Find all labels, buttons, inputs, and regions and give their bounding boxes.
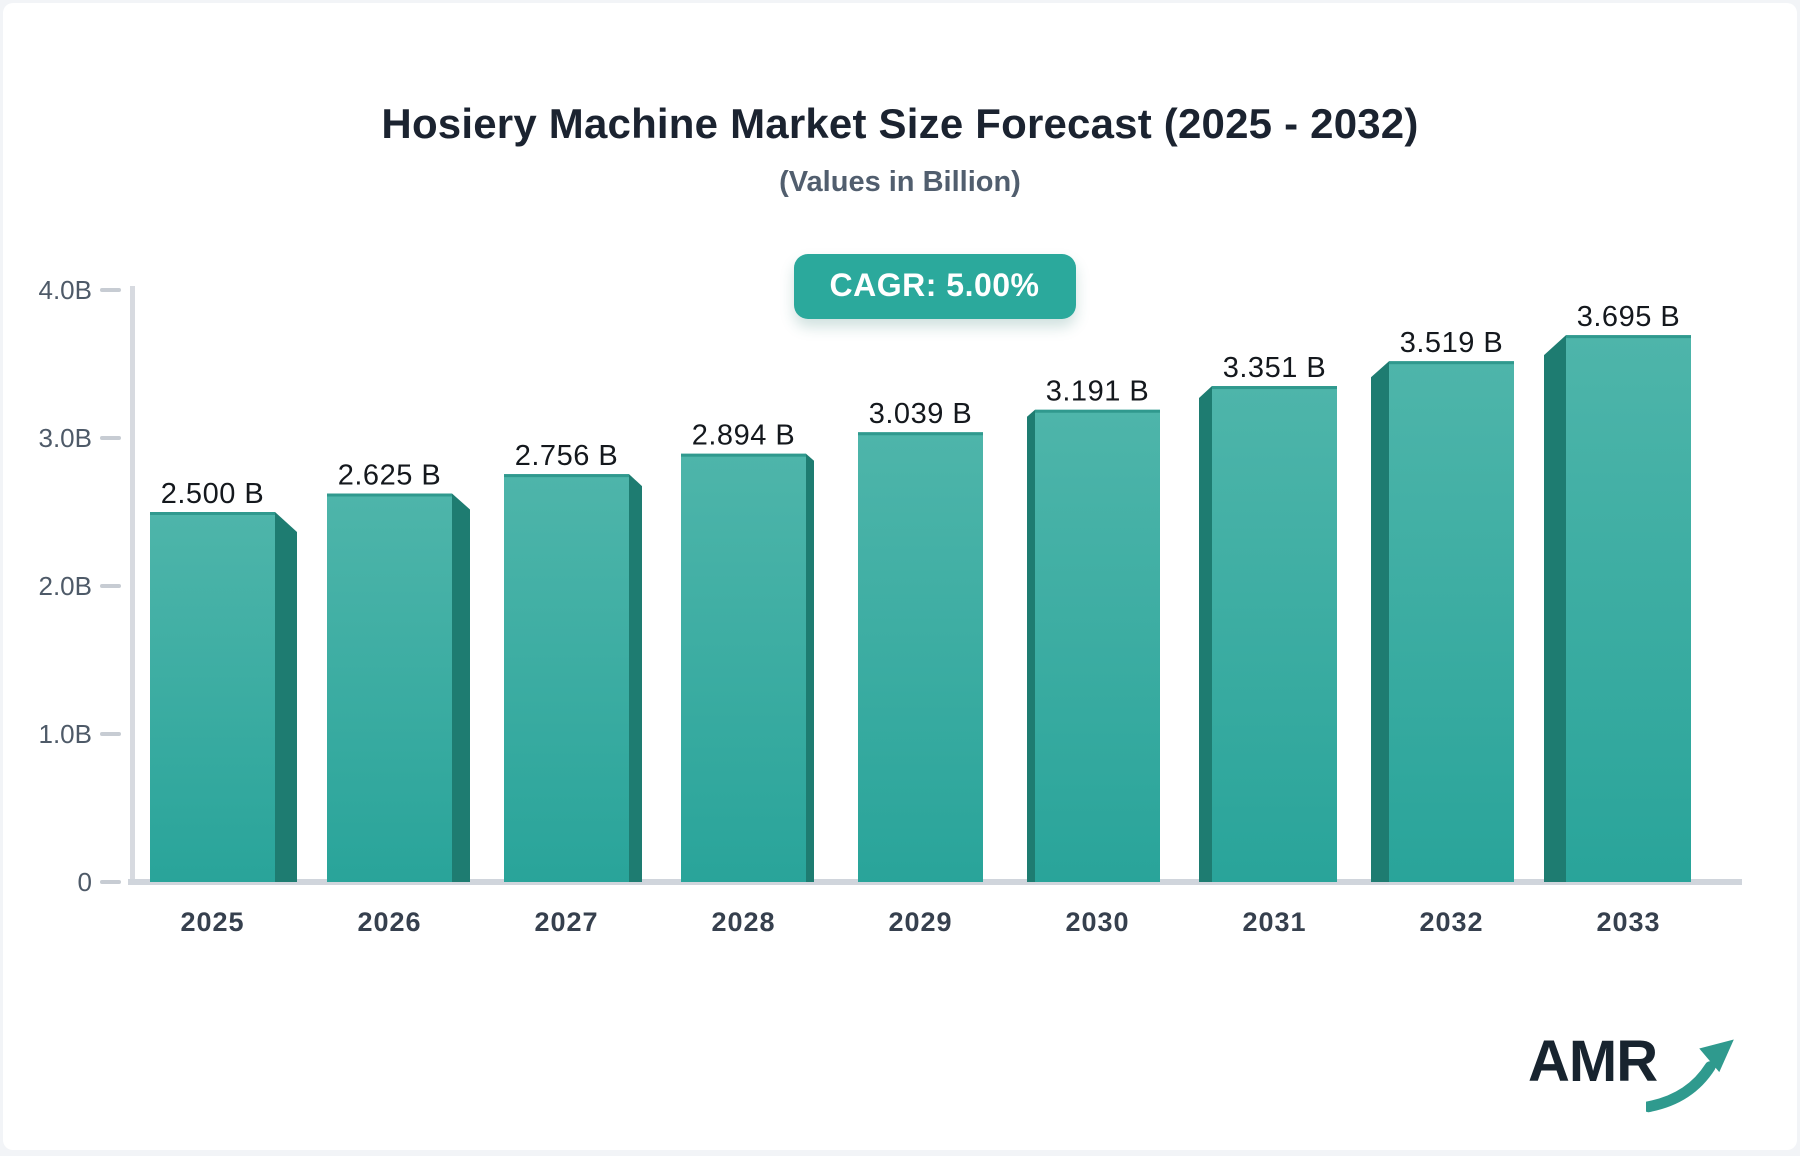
bar-top-edge-2031	[1212, 386, 1337, 390]
x-category-label-2025: 2025	[180, 907, 244, 937]
trend-up-arrow-icon	[1646, 1039, 1734, 1113]
amr-logo-text: AMR	[1528, 1029, 1658, 1094]
bar-value-label-2026: 2.625 B	[338, 460, 441, 492]
bar-value-label-2030: 3.191 B	[1046, 376, 1149, 408]
bar-value-label-2027: 2.756 B	[515, 440, 618, 472]
arrow-tail	[1646, 1061, 1716, 1113]
arrow-head	[1699, 1039, 1734, 1073]
y-tick-mark	[100, 288, 121, 292]
bar-value-label-2025: 2.500 B	[161, 478, 264, 510]
chart-subtitle: (Values in Billion)	[779, 166, 1021, 198]
cagr-badge: CAGR: 5.00%	[793, 254, 1076, 319]
bar-value-label-2029: 3.039 B	[869, 398, 972, 430]
x-category-label-2029: 2029	[888, 907, 952, 937]
bar-value-label-2032: 3.519 B	[1400, 327, 1503, 359]
bar-2033	[1566, 335, 1691, 882]
bar-top-edge-2025	[150, 512, 275, 515]
bar-side-2032	[1371, 361, 1389, 882]
x-category-label-2033: 2033	[1596, 907, 1660, 937]
bar-2026	[327, 493, 452, 882]
bar-top-edge-2032	[1389, 361, 1514, 365]
amr-logo: AMR	[1528, 1028, 1748, 1118]
bar-side-2031	[1199, 386, 1212, 882]
y-tick-label: 1.0B	[39, 719, 93, 749]
bar-top-edge-2027	[504, 474, 629, 478]
y-tick-label: 4.0B	[39, 275, 93, 305]
chart-title: Hosiery Machine Market Size Forecast (20…	[381, 100, 1419, 147]
bar-value-label-2033: 3.695 B	[1577, 301, 1680, 333]
bar-top-edge-2033	[1566, 335, 1691, 339]
x-category-label-2026: 2026	[357, 907, 421, 937]
bar-top-edge-2030	[1035, 409, 1160, 413]
bar-side-2027	[629, 474, 642, 882]
x-category-label-2031: 2031	[1242, 907, 1306, 937]
y-tick-mark	[100, 732, 121, 736]
bar-side-2033	[1544, 335, 1566, 882]
bar-2030	[1035, 409, 1160, 882]
bar-side-2026	[452, 493, 470, 882]
bar-2025	[150, 512, 275, 882]
y-tick-label: 2.0B	[39, 571, 93, 601]
bar-top-edge-2028	[681, 453, 806, 457]
bar-2028	[681, 453, 806, 882]
y-tick-label: 3.0B	[39, 423, 93, 453]
x-category-label-2032: 2032	[1419, 907, 1483, 937]
x-category-label-2027: 2027	[534, 907, 598, 937]
bar-side-2028	[806, 453, 814, 882]
bar-side-2025	[275, 512, 297, 882]
x-category-label-2030: 2030	[1065, 907, 1129, 937]
y-tick-mark	[100, 880, 121, 884]
y-tick-label: 0	[78, 867, 92, 897]
bar-2027	[504, 474, 629, 882]
y-tick-mark	[100, 436, 121, 440]
bar-2031	[1212, 386, 1337, 882]
y-axis-line	[130, 286, 135, 882]
bar-top-edge-2029	[858, 432, 983, 436]
bar-side-2030	[1027, 409, 1035, 882]
x-category-label-2028: 2028	[711, 907, 775, 937]
bar-2029	[858, 432, 983, 882]
bar-top-edge-2026	[327, 493, 452, 497]
bar-value-label-2031: 3.351 B	[1223, 352, 1326, 384]
cagr-badge-container: CAGR: 5.00%	[132, 254, 1737, 319]
bar-value-label-2028: 2.894 B	[692, 420, 795, 452]
bar-2032	[1389, 361, 1514, 882]
y-tick-mark	[100, 584, 121, 588]
